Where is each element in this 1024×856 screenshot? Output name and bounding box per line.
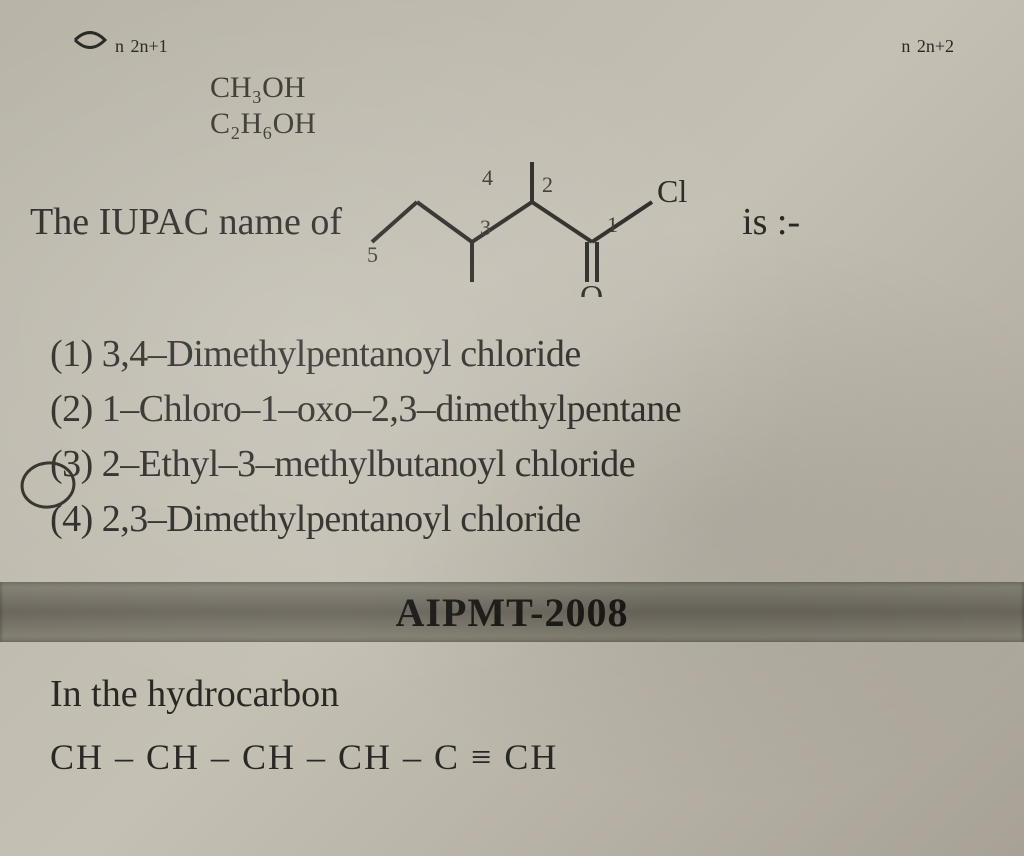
partial-ring-icon — [70, 20, 110, 60]
carbon-num-1: 1 — [607, 212, 618, 237]
fragment-right: n 2n+2 — [901, 23, 954, 57]
fragment-right-sub2: 2n+2 — [917, 36, 954, 56]
question-suffix: is :- — [742, 200, 800, 244]
question-stem: The IUPAC name of — [30, 200, 342, 244]
handwritten-line1: CH₃OH — [210, 70, 994, 106]
top-fragment-row: n 2n+1 n 2n+2 — [30, 20, 994, 70]
fragment-right-sub1: n — [901, 36, 910, 56]
next-question-stem: In the hydrocarbon — [30, 672, 994, 716]
partial-formula: CH – CH – CH – CH – C ≡ CH — [30, 736, 994, 778]
fragment-left-sub2: 2n+1 — [131, 36, 168, 56]
bond-c2-c1 — [532, 202, 592, 242]
carbon-num-2: 2 — [542, 172, 553, 197]
fragment-left-sub1: n — [115, 36, 124, 56]
exam-banner: AIPMT-2008 — [0, 582, 1024, 642]
carbon-num-4: 4 — [482, 165, 493, 190]
bond-c5-c4 — [372, 202, 417, 242]
options-list: (1) 3,4–Dimethylpentanoyl chloride (2) 1… — [30, 327, 994, 547]
atom-o: O — [580, 278, 603, 297]
question-row: The IUPAC name of Cl O 1 2 3 4 5 is :- — [30, 147, 994, 297]
fragment-left: n 2n+1 — [70, 20, 168, 60]
molecule-structure: Cl O 1 2 3 4 5 — [362, 147, 722, 297]
option-4: (4) 2,3–Dimethylpentanoyl chloride — [50, 492, 994, 547]
option-1: (1) 3,4–Dimethylpentanoyl chloride — [50, 327, 994, 382]
option-2: (2) 1–Chloro–1–oxo–2,3–dimethylpentane — [50, 382, 994, 437]
bond-c1-cl — [592, 202, 652, 242]
carbon-num-3: 3 — [480, 215, 491, 240]
atom-cl: Cl — [657, 173, 687, 209]
answer-circle-mark — [18, 455, 78, 515]
option-3: (3) 2–Ethyl–3–methylbutanoyl chloride — [50, 437, 994, 492]
handwritten-line2: C₂H₆OH — [210, 106, 994, 142]
carbon-num-5: 5 — [367, 242, 378, 267]
bond-c4-c3 — [417, 202, 472, 242]
handwritten-notes: CH₃OH C₂H₆OH — [210, 70, 994, 142]
exam-banner-text: AIPMT-2008 — [396, 589, 629, 636]
